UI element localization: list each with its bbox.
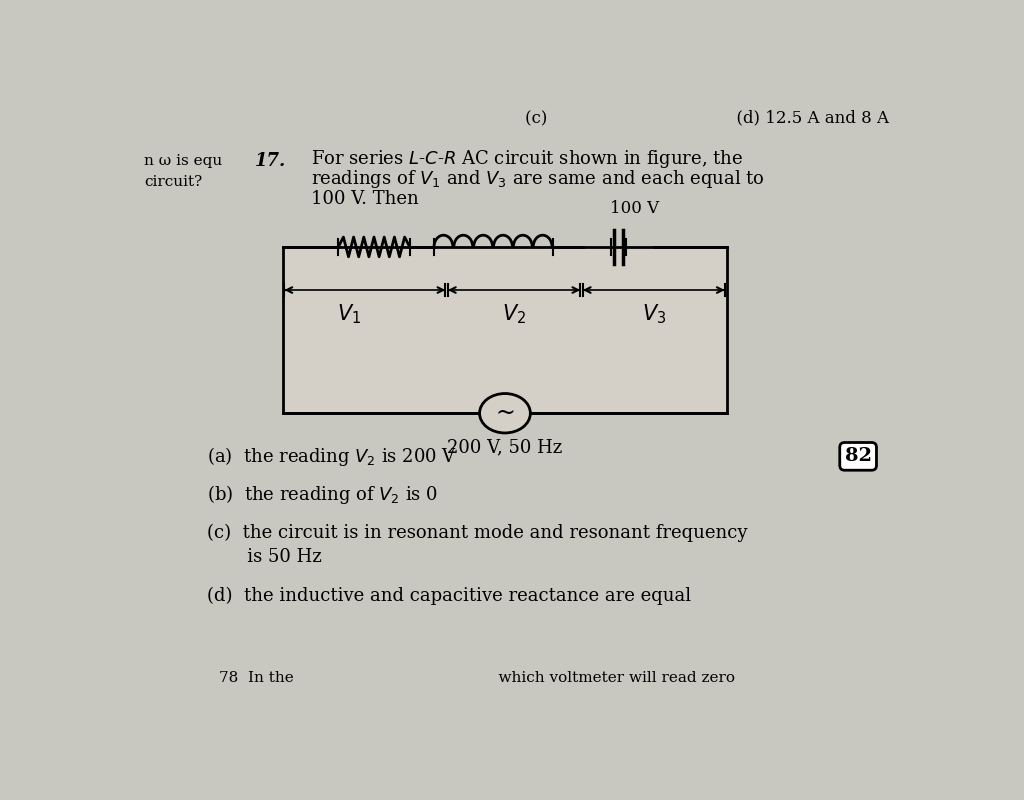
Text: (c)  the circuit is in resonant mode and resonant frequency: (c) the circuit is in resonant mode and … xyxy=(207,524,748,542)
Text: (c)                                    (d) 12.5 A and 8 A: (c) (d) 12.5 A and 8 A xyxy=(524,109,889,126)
Text: ~: ~ xyxy=(495,402,515,425)
Text: 78  In the                                          which voltmeter will read ze: 78 In the which voltmeter will read ze xyxy=(219,671,735,685)
Text: readings of $V_1$ and $V_3$ are same and each equal to: readings of $V_1$ and $V_3$ are same and… xyxy=(310,168,764,190)
Text: is 50 Hz: is 50 Hz xyxy=(207,548,323,566)
Text: circuit?: circuit? xyxy=(143,175,202,190)
Text: (b)  the reading of $V_2$ is 0: (b) the reading of $V_2$ is 0 xyxy=(207,483,438,506)
Text: $V_3$: $V_3$ xyxy=(642,303,666,326)
Text: 200 V, 50 Hz: 200 V, 50 Hz xyxy=(447,438,562,456)
Text: For series $L$-$C$-$R$ AC circuit shown in figure, the: For series $L$-$C$-$R$ AC circuit shown … xyxy=(310,148,742,170)
Text: 82: 82 xyxy=(845,447,871,466)
Text: (a)  the reading $V_2$ is 200 V: (a) the reading $V_2$ is 200 V xyxy=(207,445,458,468)
Text: (d)  the inductive and capacitive reactance are equal: (d) the inductive and capacitive reactan… xyxy=(207,586,691,605)
Text: $V_2$: $V_2$ xyxy=(502,303,526,326)
Text: 100 V: 100 V xyxy=(609,200,658,218)
Text: 100 V. Then: 100 V. Then xyxy=(310,190,418,209)
Circle shape xyxy=(479,394,530,433)
Text: 17.: 17. xyxy=(255,152,287,170)
Text: $V_1$: $V_1$ xyxy=(337,303,361,326)
Bar xyxy=(283,247,727,414)
Text: n ω is equ: n ω is equ xyxy=(143,154,222,168)
